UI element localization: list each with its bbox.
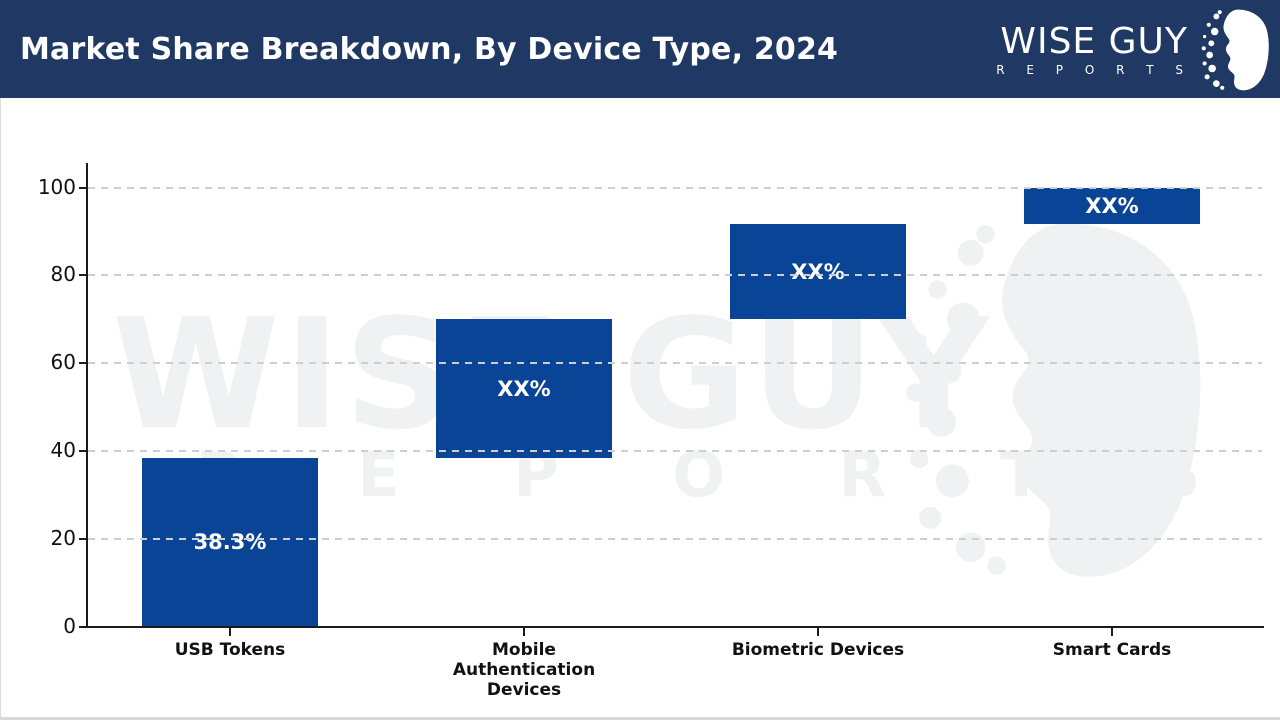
gridline-100: [88, 186, 1262, 189]
y-tick-100: [79, 186, 87, 189]
x-category-label: Mobile Authentication Devices: [452, 640, 596, 700]
y-tick-label-0: 0: [63, 613, 76, 638]
watermark-head-icon: [882, 216, 1214, 584]
x-category-label: USB Tokens: [174, 640, 286, 660]
brand-subtitle: R E P O R T S: [996, 63, 1192, 77]
x-tick-1: [229, 628, 231, 636]
gridline-80: [88, 274, 1262, 277]
gridline-20: [88, 537, 1262, 540]
y-tick-label-100: 100: [37, 174, 76, 199]
bar-value-label: XX%: [497, 376, 551, 401]
y-tick-60: [79, 362, 87, 365]
x-tick-4: [1111, 628, 1113, 636]
x-tick-3: [817, 628, 819, 636]
y-tick-label-40: 40: [50, 437, 76, 462]
brand-head-icon: [1196, 8, 1272, 92]
bottom-edge-line: [0, 717, 1280, 720]
left-edge-line: [0, 98, 1, 720]
bar-2: XX%: [436, 319, 612, 459]
y-tick-0: [79, 625, 87, 628]
brand-logo: WISE GUY R E P O R T S: [996, 6, 1272, 94]
y-axis-spine: [86, 163, 88, 628]
gridline-40: [88, 449, 1262, 452]
bar-1: 38.3%: [142, 458, 318, 627]
bar-4: XX%: [1024, 187, 1200, 224]
gridline-60: [88, 362, 1262, 365]
header-bar: Market Share Breakdown, By Device Type, …: [0, 0, 1280, 98]
bar-value-label: 38.3%: [193, 530, 267, 555]
y-tick-40: [79, 449, 87, 452]
y-tick-label-20: 20: [50, 525, 76, 550]
page-title: Market Share Breakdown, By Device Type, …: [20, 31, 839, 67]
bar-value-label: XX%: [1085, 193, 1139, 218]
y-tick-20: [79, 537, 87, 540]
y-tick-label-80: 80: [50, 262, 76, 287]
bar-3: XX%: [730, 223, 906, 320]
x-tick-2: [523, 628, 525, 636]
x-category-label: Biometric Devices: [731, 640, 905, 660]
bar-value-label: XX%: [791, 259, 845, 284]
x-category-label: Smart Cards: [1052, 640, 1172, 660]
brand-logo-text: WISE GUY R E P O R T S: [996, 21, 1192, 78]
x-axis-spine: [86, 626, 1264, 628]
y-tick-80: [79, 274, 87, 277]
y-tick-label-60: 60: [50, 350, 76, 375]
brand-name: WISE GUY: [1000, 21, 1188, 62]
